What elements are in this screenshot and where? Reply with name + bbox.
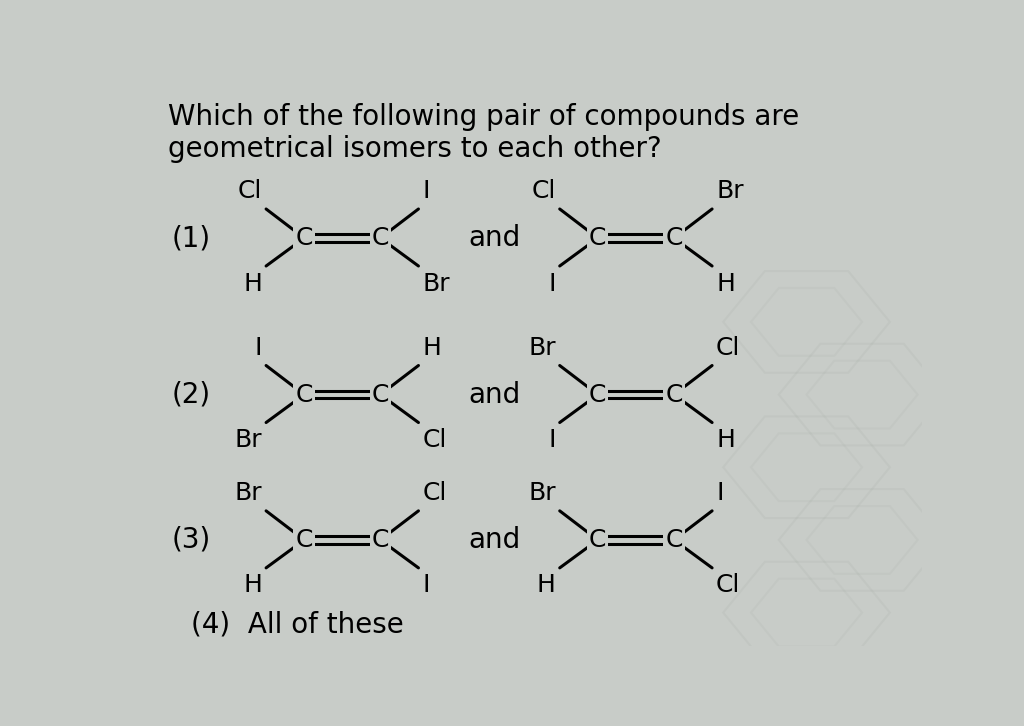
Text: H: H <box>244 574 262 597</box>
Text: C: C <box>589 226 606 250</box>
Text: C: C <box>589 528 606 552</box>
Text: Br: Br <box>234 481 262 505</box>
Text: Br: Br <box>716 179 743 203</box>
Text: Br: Br <box>528 481 556 505</box>
Text: C: C <box>372 528 389 552</box>
Text: C: C <box>666 383 683 407</box>
Text: I: I <box>548 272 556 295</box>
Text: C: C <box>296 226 313 250</box>
Text: I: I <box>716 481 724 505</box>
Text: (1): (1) <box>172 224 211 252</box>
Text: C: C <box>666 528 683 552</box>
Text: H: H <box>537 574 556 597</box>
Text: C: C <box>372 226 389 250</box>
Text: C: C <box>372 383 389 407</box>
Text: Br: Br <box>423 272 451 295</box>
Text: and: and <box>469 224 521 252</box>
Text: Which of the following pair of compounds are: Which of the following pair of compounds… <box>168 103 799 131</box>
Text: Br: Br <box>528 336 556 360</box>
Text: H: H <box>423 336 441 360</box>
Text: and: and <box>469 526 521 554</box>
Text: Cl: Cl <box>531 179 556 203</box>
Text: Cl: Cl <box>716 336 740 360</box>
Text: (2): (2) <box>172 380 211 409</box>
Text: and: and <box>469 380 521 409</box>
Text: Br: Br <box>234 428 262 452</box>
Text: geometrical isomers to each other?: geometrical isomers to each other? <box>168 134 662 163</box>
Text: (3): (3) <box>172 526 211 554</box>
Text: Cl: Cl <box>238 179 262 203</box>
Text: H: H <box>716 428 735 452</box>
Text: C: C <box>296 528 313 552</box>
Text: Cl: Cl <box>423 428 446 452</box>
Text: C: C <box>666 226 683 250</box>
Text: (4)  All of these: (4) All of these <box>191 611 404 639</box>
Text: I: I <box>255 336 262 360</box>
Text: Cl: Cl <box>423 481 446 505</box>
Text: I: I <box>548 428 556 452</box>
Text: C: C <box>296 383 313 407</box>
Text: I: I <box>423 574 430 597</box>
Text: Cl: Cl <box>716 574 740 597</box>
Text: H: H <box>716 272 735 295</box>
Text: I: I <box>423 179 430 203</box>
Text: C: C <box>589 383 606 407</box>
Text: H: H <box>244 272 262 295</box>
